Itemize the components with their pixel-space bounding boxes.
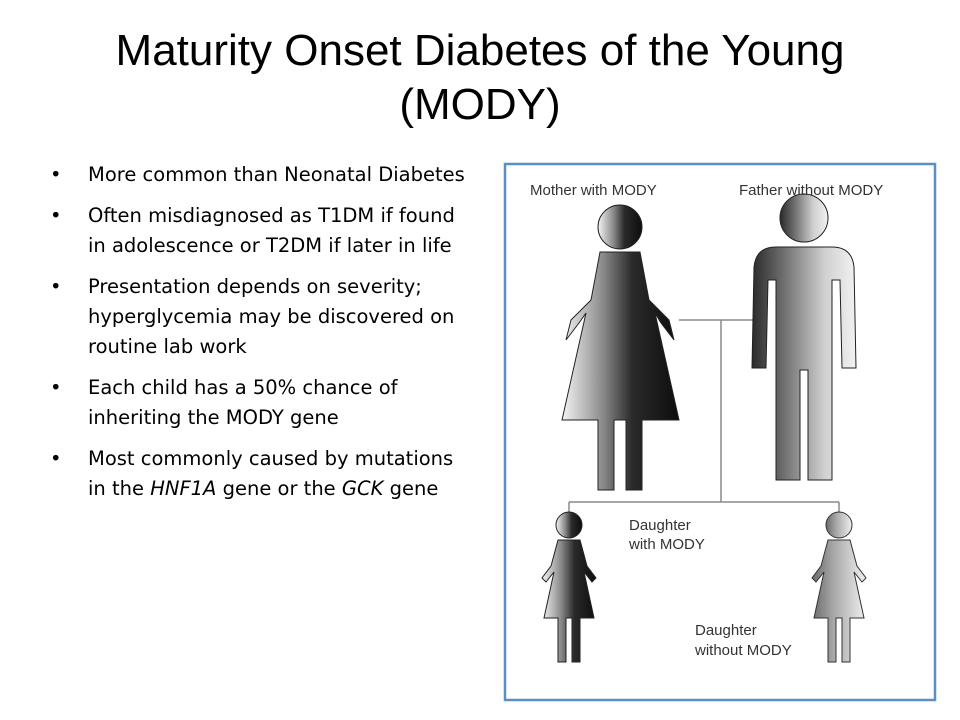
mody-inheritance-diagram: Mother with MODY Father without MODY Dau…	[503, 162, 937, 702]
pedigree-connectors	[568, 319, 840, 512]
mother-label: Mother with MODY	[530, 182, 657, 199]
bullet-item: • Presentation depends on severity; hype…	[48, 272, 468, 362]
bullet-item: • Most commonly caused by mutations in t…	[48, 444, 468, 504]
bullet-text: Each child has a 50% chance of inheritin…	[88, 376, 398, 429]
daughter-with-mody-label-line1: Daughter	[629, 517, 691, 534]
bullet-text: Most commonly caused by mutations in the…	[88, 447, 454, 500]
bullet-item: • Often misdiagnosed as T1DM if found in…	[48, 201, 468, 261]
mother-figure	[561, 204, 680, 491]
slide-title: Maturity Onset Diabetes of the Young (MO…	[115, 26, 845, 129]
bullet-text: Often misdiagnosed as T1DM if found in a…	[88, 204, 455, 257]
bullet-marker: •	[50, 204, 62, 227]
bullet-item: • More common than Neonatal Diabetes	[48, 160, 468, 190]
bullet-item: • Each child has a 50% chance of inherit…	[48, 373, 468, 433]
bullet-text: Presentation depends on severity; hyperg…	[88, 275, 455, 358]
bullet-text: More common than Neonatal Diabetes	[88, 163, 465, 186]
daughter-with-mody-figure	[541, 511, 597, 663]
father-label: Father without MODY	[739, 182, 883, 199]
daughter-without-mody-label-line1: Daughter	[695, 622, 757, 639]
father-figure	[751, 193, 857, 481]
diagram-frame	[503, 162, 937, 702]
gene-name-gck: GCK	[341, 477, 384, 500]
daughter-without-mody-label-line2: without MODY	[694, 642, 792, 659]
gene-name-hnf1a: HNF1A	[150, 477, 217, 500]
bullet-list: • More common than Neonatal Diabetes • O…	[48, 160, 468, 515]
bullet-marker: •	[50, 275, 62, 298]
daughter-with-mody-label-line2: with MODY	[628, 536, 705, 553]
bullet-marker: •	[50, 376, 62, 399]
daughter-without-mody-figure	[811, 511, 867, 663]
bullet-marker: •	[50, 163, 62, 186]
bullet-marker: •	[50, 447, 62, 470]
